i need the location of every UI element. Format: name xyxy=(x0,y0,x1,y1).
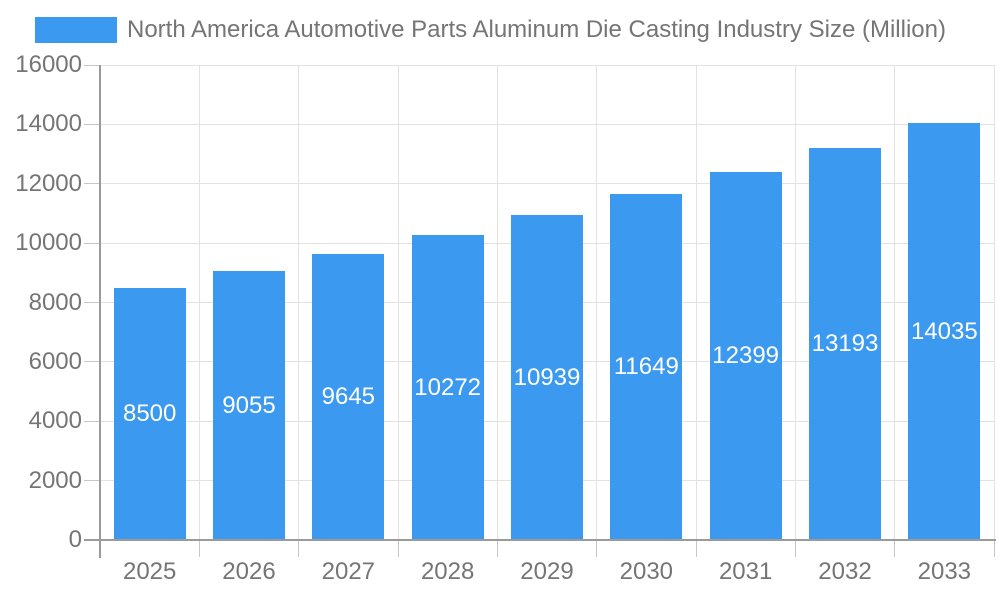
gridline-vertical xyxy=(894,65,896,540)
x-tick-label: 2033 xyxy=(917,558,972,585)
gridline-vertical xyxy=(993,65,995,540)
bar-value-label: 8500 xyxy=(122,399,177,427)
x-axis-tick xyxy=(596,540,598,557)
x-tick-label: 2025 xyxy=(122,558,177,585)
gridline-horizontal xyxy=(100,64,994,66)
bar-value-label: 11649 xyxy=(613,353,679,381)
y-axis-tick xyxy=(84,420,100,422)
gridline-vertical xyxy=(596,65,598,540)
y-axis-tick xyxy=(84,302,100,303)
y-tick-label: 12000 xyxy=(15,169,82,197)
y-tick-label: 2000 xyxy=(28,466,82,494)
y-axis-tick xyxy=(84,64,100,66)
x-tick-label: 2028 xyxy=(420,558,475,585)
legend: North America Automotive Parts Aluminum … xyxy=(35,15,946,45)
gridline-vertical xyxy=(298,65,300,540)
bar xyxy=(511,215,583,540)
bar-value-label: 9055 xyxy=(222,391,276,419)
x-axis-tick xyxy=(198,540,200,557)
x-tick-label: 2032 xyxy=(818,558,872,585)
x-axis-tick xyxy=(496,540,498,557)
gridline-vertical xyxy=(794,65,796,540)
x-axis-tick xyxy=(894,540,896,557)
y-axis-tick xyxy=(84,183,100,185)
y-tick-label: 0 xyxy=(68,526,82,553)
bar-value-label: 10939 xyxy=(513,363,581,391)
x-axis-tick xyxy=(993,540,995,557)
bar xyxy=(312,253,385,540)
gridline-vertical xyxy=(198,65,200,540)
x-axis-line xyxy=(84,539,996,541)
bar xyxy=(709,171,782,540)
x-tick-label: 2030 xyxy=(619,558,674,585)
bar-value-label: 14035 xyxy=(910,317,978,345)
bar-value-label: 12399 xyxy=(712,341,780,369)
gridline-horizontal xyxy=(100,123,994,125)
plot-area: 0 2000 4000 6000 8000 10000 12000 14000 16000 850… xyxy=(15,51,996,585)
bar xyxy=(908,123,981,540)
bar-value-label: 10272 xyxy=(414,373,482,401)
y-axis-tick xyxy=(84,361,100,363)
x-tick-label: 2031 xyxy=(718,558,773,585)
y-tick-label: 16000 xyxy=(15,51,82,78)
bar xyxy=(213,271,285,540)
x-axis-tick xyxy=(794,540,796,557)
bar-value-label: 13193 xyxy=(811,330,879,358)
y-tick-label: 10000 xyxy=(15,229,82,257)
y-axis-line xyxy=(99,65,101,558)
gridline-horizontal xyxy=(100,183,994,185)
gridline-vertical xyxy=(695,65,697,540)
y-tick-label: 14000 xyxy=(15,110,82,138)
gridline-vertical xyxy=(397,65,399,540)
x-tick-label: 2027 xyxy=(321,558,376,585)
bar xyxy=(113,287,186,540)
bar xyxy=(610,194,683,540)
x-axis-tick xyxy=(298,540,300,557)
bar xyxy=(809,148,881,540)
y-tick-label: 4000 xyxy=(28,407,82,435)
x-tick-label: 2026 xyxy=(222,558,276,585)
legend-label: North America Automotive Parts Aluminum … xyxy=(127,16,946,43)
x-tick-label: 2029 xyxy=(520,558,574,585)
x-axis-tick xyxy=(397,540,399,557)
y-axis-tick xyxy=(84,123,100,125)
y-tick-label: 8000 xyxy=(28,288,82,316)
y-tick-label: 6000 xyxy=(28,347,82,375)
y-axis-tick xyxy=(84,242,100,244)
bar xyxy=(411,235,484,540)
x-axis-tick xyxy=(695,540,697,557)
legend-swatch xyxy=(35,17,117,43)
gridline-vertical xyxy=(496,65,498,540)
bar-value-label: 9645 xyxy=(321,382,376,410)
y-axis-tick xyxy=(84,480,100,482)
